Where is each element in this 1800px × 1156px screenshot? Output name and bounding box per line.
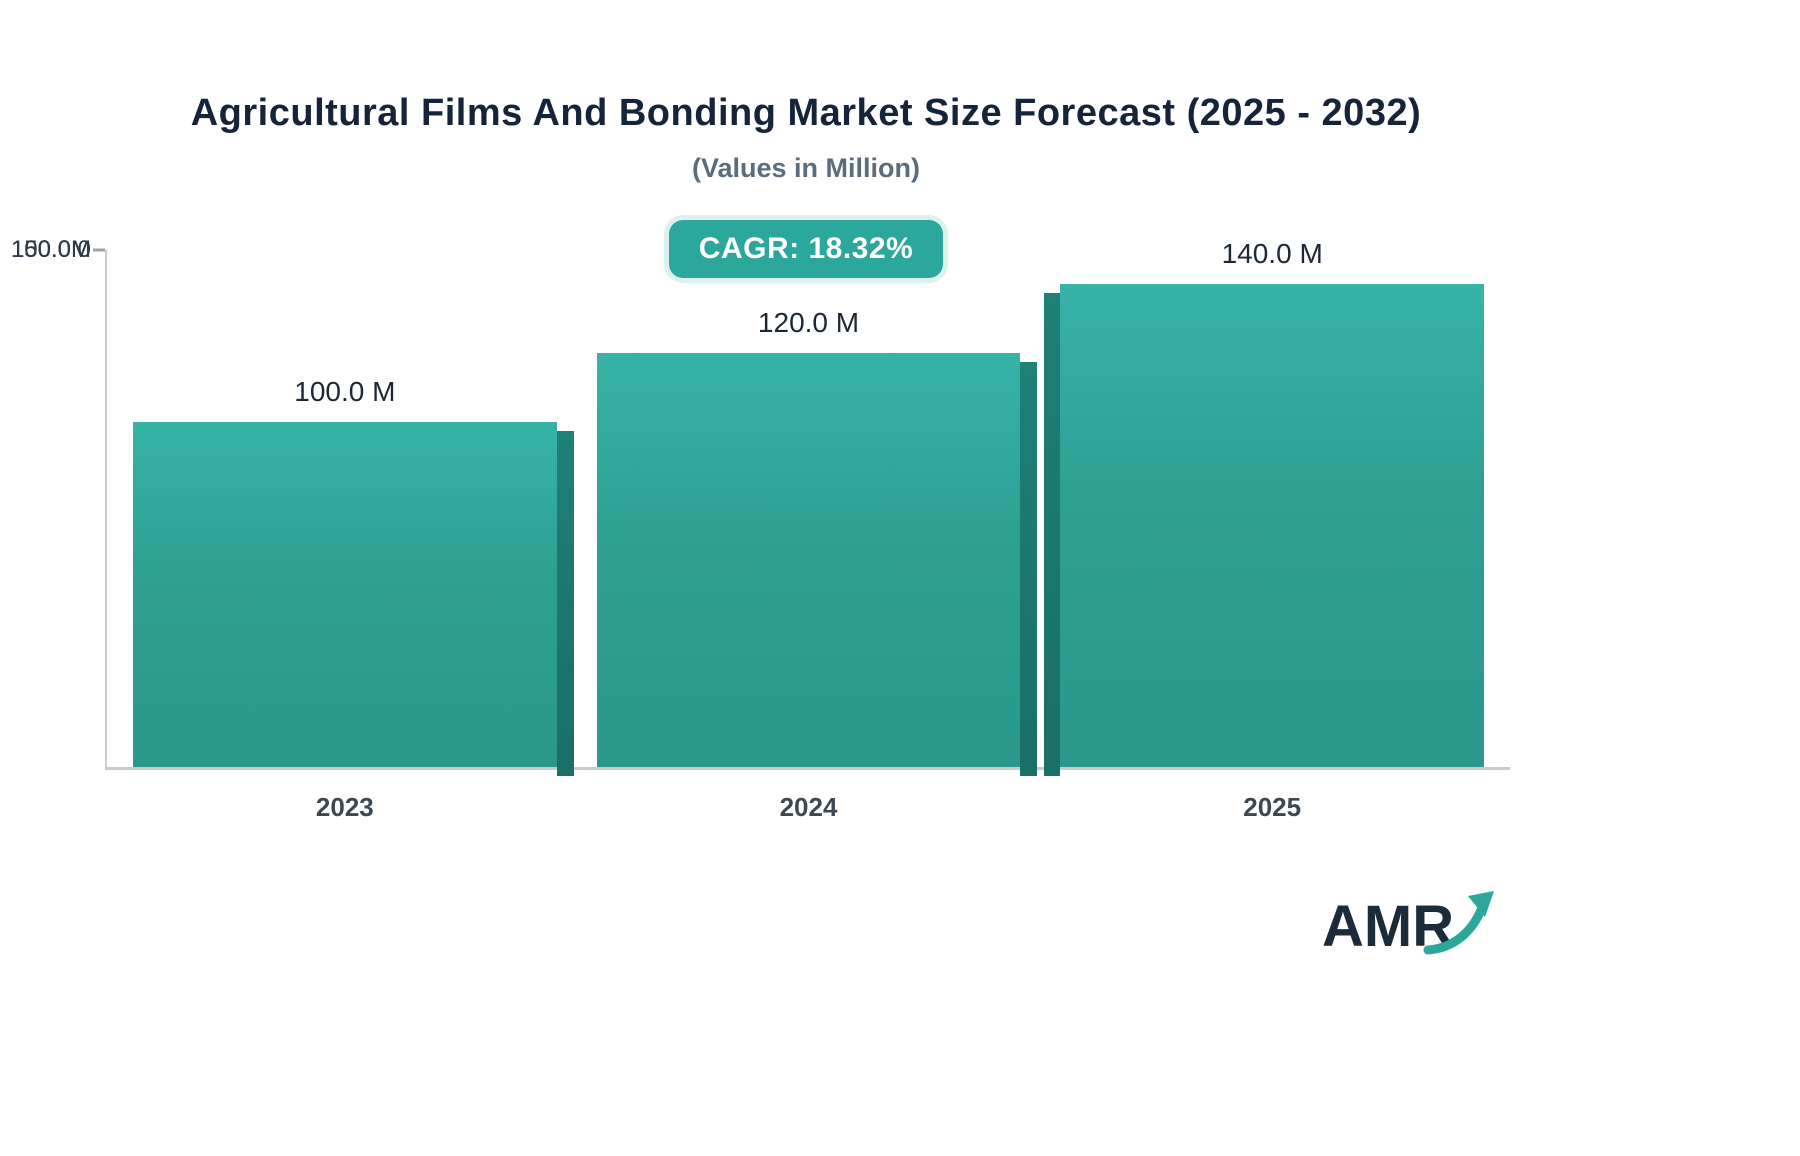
y-tick-label: 0 [77, 236, 91, 263]
badge-row: CAGR: 18.32% [0, 220, 1612, 278]
chart-subtitle: (Values in Million) [691, 153, 921, 183]
bar-group-2023: 100.0 M 2023 [133, 250, 574, 822]
bar-group-2024: 120.0 M 2024 [596, 250, 1038, 822]
trend-arrow-icon [1423, 891, 1494, 955]
bar-value-label: 100.0 M [294, 376, 396, 408]
x-axis-label: 2024 [779, 792, 838, 822]
page-title: Agricultural Films And Bonding Market Si… [190, 92, 1422, 134]
x-axis-label: 2025 [1243, 792, 1302, 822]
cagr-badge: CAGR: 18.32% [668, 220, 944, 278]
plot-area: 150.0M 100.0M 50.0M 0 100.0 M 2023 120.0… [11, 236, 1510, 822]
bar-value-label: 120.0 M [757, 307, 860, 339]
y-tick-label: 100.0M [10, 236, 91, 263]
bar [1044, 284, 1485, 776]
bars-container: 100.0 M 2023 120.0 M 2024 140.0 M 2025 [107, 238, 1510, 822]
y-tick-label: 50.0M [24, 236, 91, 263]
bar [596, 353, 1038, 776]
y-tick-label: 150.0M [10, 236, 91, 263]
amr-logo-graphic: AMR [1322, 891, 1494, 959]
chart-header: Agricultural Films And Bonding Market Si… [0, 92, 1612, 278]
y-tick-mark [93, 248, 105, 252]
bar-group-2025: 140.0 M 2025 [1044, 238, 1485, 822]
x-axis-label: 2023 [315, 792, 374, 822]
amr-logo: AMR [1322, 888, 1502, 966]
bar [133, 422, 574, 776]
